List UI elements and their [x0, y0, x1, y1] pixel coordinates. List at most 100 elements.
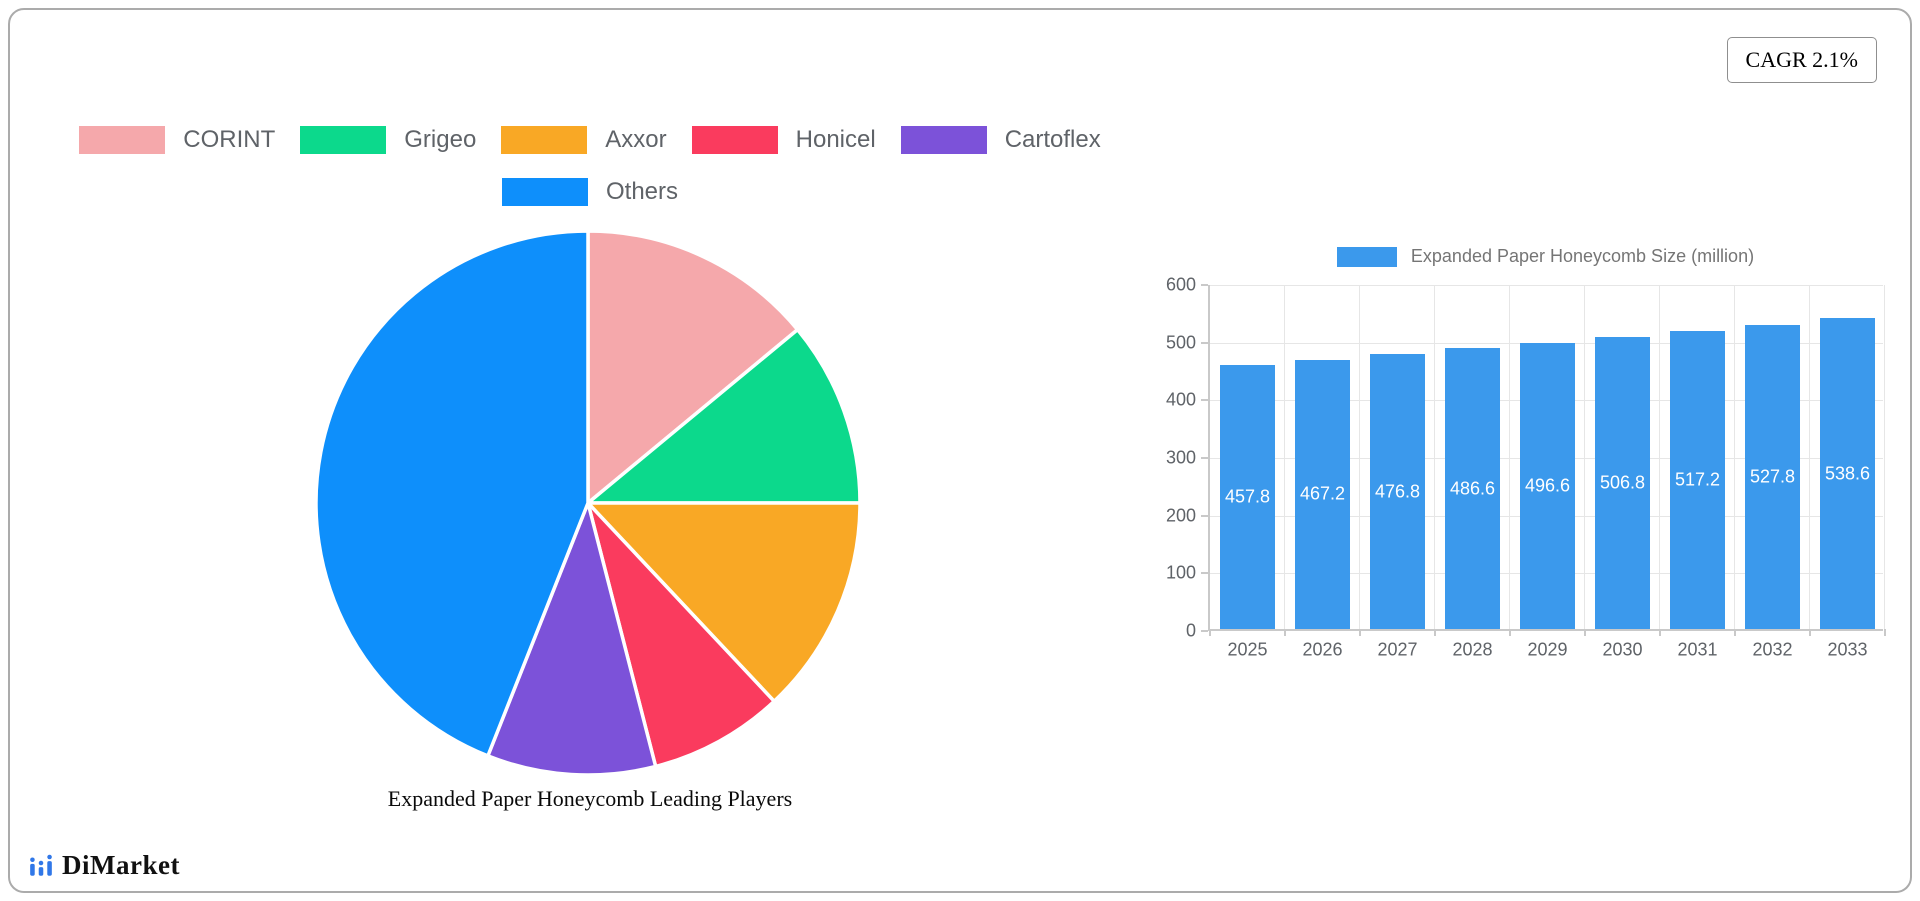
pie-slice-others [314, 229, 590, 758]
bar-2033: 538.6 [1819, 318, 1876, 629]
bar-value-label: 467.2 [1299, 483, 1346, 504]
bar-value-label: 517.2 [1674, 469, 1721, 490]
y-tick-mark [1201, 630, 1208, 632]
y-tick-mark [1201, 284, 1208, 286]
bar-value-label: 496.6 [1524, 475, 1571, 496]
x-tick-mark [1509, 629, 1511, 636]
x-axis-label-2031: 2031 [1677, 639, 1718, 660]
bar-value-label: 527.8 [1749, 466, 1796, 487]
y-tick-mark [1201, 572, 1208, 575]
y-tick-mark [1201, 457, 1208, 459]
x-axis-label-2026: 2026 [1302, 639, 1343, 660]
x-tick-mark [1284, 629, 1286, 636]
x-tick-mark [1584, 629, 1586, 636]
y-axis-tick-label: 600 [1165, 274, 1196, 295]
y-axis-tick-label: 400 [1165, 389, 1196, 410]
x-axis-label-2027: 2027 [1377, 639, 1418, 660]
pie-chart [308, 223, 868, 783]
x-tick-mark [1434, 629, 1436, 636]
pie-legend-row: Others [501, 178, 679, 206]
bar-2031: 517.2 [1669, 330, 1726, 629]
legend-item-others[interactable]: Others [501, 178, 679, 206]
pie-slice-honicel [586, 501, 776, 769]
pie-legend: CORINT Grigeo Axxor Honicel Cartoflex Others [10, 126, 1170, 206]
x-tick-mark [1809, 629, 1811, 636]
brand-name: DiMarket [62, 850, 180, 880]
bar-2028: 486.6 [1444, 348, 1501, 629]
bar-2032: 527.8 [1744, 324, 1801, 629]
gridline-v [1434, 285, 1435, 629]
gridline-v [1584, 285, 1585, 629]
legend-swatch-corint [79, 126, 166, 154]
legend-label-others: Others [605, 178, 679, 205]
gridline-h-600 [1210, 285, 1883, 286]
pie-slice-grigeo [586, 327, 862, 505]
x-axis-label-2030: 2030 [1602, 639, 1643, 660]
bar-value-label: 476.8 [1374, 481, 1421, 502]
cagr-badge: CAGR 2.1% [1726, 37, 1877, 83]
bar-2029: 496.6 [1519, 342, 1576, 629]
legend-swatch-others [501, 178, 588, 206]
legend-label-grigeo: Grigeo [404, 126, 477, 153]
gridline-v [1809, 285, 1810, 629]
bar-chart: Expanded Paper Honeycomb Size (million) … [1150, 246, 1910, 696]
legend-swatch-cartoflex [900, 126, 987, 154]
pie-chart-svg [314, 229, 862, 777]
y-tick-mark [1201, 399, 1208, 402]
y-tick-mark [1201, 341, 1208, 344]
legend-label-cartoflex: Cartoflex [1004, 126, 1101, 153]
bar-chart-logo-icon [30, 854, 52, 876]
bar-chart-legend-item[interactable]: Expanded Paper Honeycomb Size (million) [1208, 246, 1883, 267]
bar-value-label: 457.8 [1224, 486, 1271, 507]
bar-value-label: 538.6 [1824, 463, 1871, 484]
pie-chart-title: Expanded Paper Honeycomb Leading Players [387, 786, 793, 811]
pie-slice-cartoflex [486, 501, 658, 777]
legend-label-corint: CORINT [183, 126, 276, 153]
x-axis-label-2032: 2032 [1752, 639, 1793, 660]
legend-label-axxor: Axxor [605, 126, 667, 153]
y-axis-tick-label: 300 [1165, 447, 1196, 468]
x-tick-mark [1359, 629, 1361, 636]
legend-item-grigeo[interactable]: Grigeo [300, 126, 476, 154]
gridline-v [1734, 285, 1735, 629]
x-tick-mark [1884, 629, 1886, 636]
legend-item-cartoflex[interactable]: Cartoflex [900, 126, 1101, 154]
pie-slice-axxor [586, 501, 862, 704]
legend-item-axxor[interactable]: Axxor [501, 126, 667, 154]
y-axis-tick-label: 200 [1165, 505, 1196, 526]
gridline-v [1509, 285, 1510, 629]
legend-item-corint[interactable]: CORINT [79, 126, 275, 154]
bar-value-label: 486.6 [1449, 478, 1496, 499]
x-tick-mark [1659, 629, 1661, 636]
gridline-v [1359, 285, 1360, 629]
legend-item-honicel[interactable]: Honicel [691, 126, 876, 154]
x-tick-mark [1209, 629, 1211, 636]
bar-2027: 476.8 [1369, 354, 1426, 629]
y-tick-mark [1201, 514, 1208, 517]
x-axis-label-2025: 2025 [1227, 639, 1268, 660]
gridline-v [1284, 285, 1285, 629]
x-axis-label-2029: 2029 [1527, 639, 1568, 660]
legend-swatch-honicel [691, 126, 778, 154]
legend-swatch-grigeo [300, 126, 387, 154]
x-axis-label-2028: 2028 [1452, 639, 1493, 660]
y-axis-tick-label: 100 [1165, 562, 1196, 583]
x-axis-label-2033: 2033 [1827, 639, 1868, 660]
gridline-v [1659, 285, 1660, 629]
y-axis-tick-label: 500 [1165, 332, 1196, 353]
bar-legend-swatch [1336, 246, 1397, 267]
brand-logo: DiMarket [28, 850, 180, 881]
bar-2030: 506.8 [1594, 336, 1651, 629]
bar-plot-area: 0 100 200 300 400 500 600 457.8 2025 467.2 2026 476… [1166, 275, 1886, 660]
pie-legend-row: CORINT Grigeo Axxor Honicel Cartoflex [79, 126, 1101, 154]
gridline-v [1884, 285, 1885, 629]
bar-2026: 467.2 [1294, 359, 1351, 629]
y-axis-tick-label: 0 [1185, 620, 1196, 641]
bar-legend-label: Expanded Paper Honeycomb Size (million) [1410, 246, 1755, 266]
bar-2025: 457.8 [1219, 365, 1276, 629]
pie-slice-corint [586, 229, 800, 505]
legend-swatch-axxor [501, 126, 588, 154]
bar-value-label: 506.8 [1599, 472, 1646, 493]
x-tick-mark [1734, 629, 1736, 636]
legend-label-honicel: Honicel [795, 126, 876, 153]
